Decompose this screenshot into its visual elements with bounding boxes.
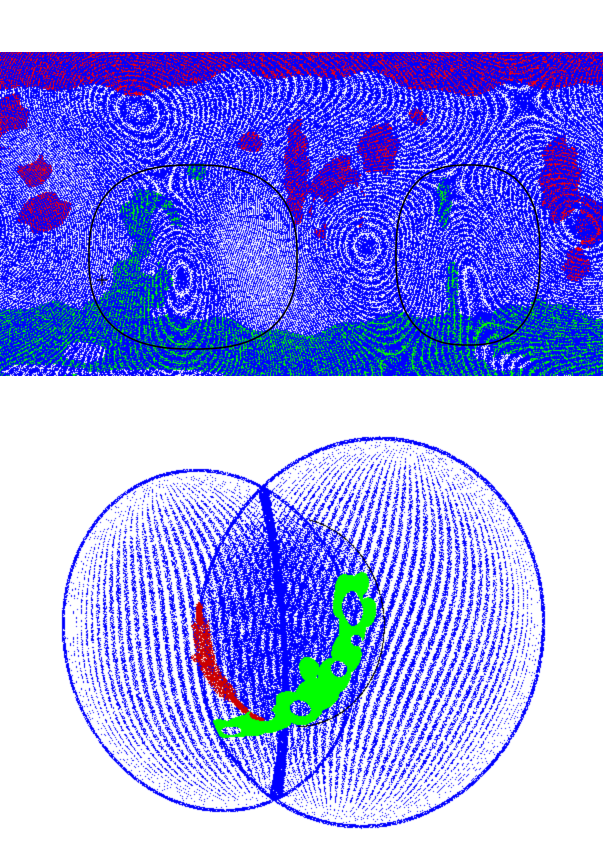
map-streamline-canvas: [0, 52, 603, 376]
globe-streamline-canvas: [0, 400, 603, 855]
map-contour-overlay: [88, 164, 541, 350]
equirectangular-flow-map-panel: [0, 52, 603, 376]
western-closed-contour: [88, 164, 298, 350]
cross-marker: [96, 274, 108, 286]
three-dimensional-flow-lobes-panel: [0, 400, 603, 855]
eastern-closed-contour: [395, 164, 541, 346]
